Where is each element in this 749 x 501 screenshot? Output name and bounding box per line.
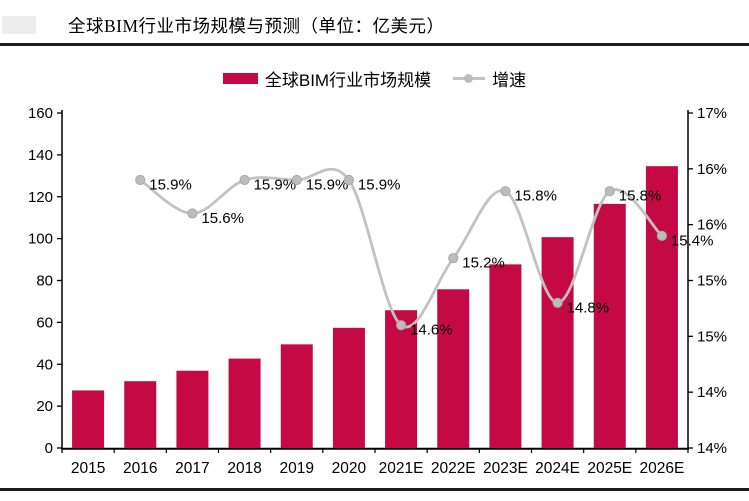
x-axis-category-label: 2017 bbox=[175, 460, 209, 477]
left-axis-tick-label: 120 bbox=[28, 189, 53, 206]
title-divider bbox=[0, 43, 749, 46]
growth-marker-2021E bbox=[395, 320, 407, 331]
x-axis-category-label: 2019 bbox=[280, 460, 314, 477]
x-axis-category-label: 2015 bbox=[71, 460, 105, 477]
bar-2023E bbox=[489, 264, 522, 448]
chart-legend: 全球BIM行业市场规模 增速 bbox=[0, 66, 749, 91]
growth-marker-2026E bbox=[656, 230, 668, 241]
bar-2024E bbox=[541, 237, 574, 448]
x-axis-category-label: 2016 bbox=[123, 460, 157, 477]
logo-fragment bbox=[2, 16, 36, 34]
legend-label-market-size: 全球BIM行业市场规模 bbox=[264, 71, 432, 90]
bar-2021E bbox=[385, 310, 418, 448]
growth-value-label: 15.6% bbox=[201, 210, 244, 227]
x-axis-category-label: 2023E bbox=[483, 460, 528, 477]
bar-2026E bbox=[645, 166, 678, 448]
x-axis-category-label: 2022E bbox=[431, 460, 476, 477]
growth-value-label: 14.6% bbox=[410, 322, 453, 339]
growth-marker-2024E bbox=[552, 297, 563, 308]
left-axis-tick-label: 40 bbox=[36, 356, 53, 373]
right-axis-tick-label: 14% bbox=[697, 440, 727, 457]
right-axis-tick-label: 16% bbox=[697, 217, 727, 234]
bar-2020 bbox=[332, 327, 365, 448]
legend-item-growth: 增速 bbox=[453, 66, 526, 91]
bar-2017 bbox=[176, 370, 209, 448]
x-axis-category-label: 2026E bbox=[640, 460, 685, 477]
x-axis-category-label: 2025E bbox=[587, 460, 632, 477]
growth-marker-2018 bbox=[239, 174, 250, 186]
bar-2016 bbox=[124, 381, 157, 448]
bar-2018 bbox=[228, 358, 261, 448]
growth-marker-2022E bbox=[448, 253, 459, 264]
left-axis-tick-label: 0 bbox=[45, 440, 53, 457]
growth-marker-2025E bbox=[604, 186, 615, 197]
right-axis-tick-label: 15% bbox=[697, 328, 727, 345]
x-axis-category-label: 2018 bbox=[227, 460, 261, 477]
growth-marker-2023E bbox=[500, 186, 511, 197]
x-axis-category-label: 2021E bbox=[379, 460, 424, 477]
bar-2019 bbox=[280, 344, 313, 448]
left-axis-tick-label: 140 bbox=[28, 147, 53, 164]
left-axis-tick-label: 160 bbox=[28, 105, 53, 122]
growth-marker-2016 bbox=[135, 174, 146, 186]
bar-2015 bbox=[72, 390, 105, 448]
chart-title: 全球BIM行业市场规模与预测（单位：亿美元） bbox=[68, 16, 445, 36]
right-axis-tick-label: 16% bbox=[697, 161, 727, 178]
bottom-divider bbox=[0, 488, 749, 491]
left-axis-tick-label: 20 bbox=[36, 398, 53, 415]
bar-2022E bbox=[437, 289, 470, 448]
growth-value-label: 15.9% bbox=[254, 177, 297, 194]
x-axis-category-label: 2020 bbox=[332, 460, 367, 477]
left-axis-tick-label: 60 bbox=[36, 314, 53, 331]
growth-value-label: 15.8% bbox=[619, 188, 662, 205]
growth-value-label: 15.9% bbox=[149, 177, 192, 194]
line-marker-dot-icon bbox=[464, 73, 474, 83]
right-axis-tick-label: 17% bbox=[697, 105, 727, 122]
legend-label-growth: 增速 bbox=[492, 71, 527, 90]
growth-value-label: 15.4% bbox=[671, 232, 714, 249]
left-axis-tick-label: 80 bbox=[36, 273, 53, 290]
growth-value-label: 15.9% bbox=[306, 177, 349, 194]
right-axis-tick-label: 15% bbox=[697, 273, 727, 290]
growth-value-label: 15.2% bbox=[462, 255, 505, 272]
growth-marker-2019 bbox=[291, 174, 302, 186]
line-series-swatch bbox=[453, 73, 486, 83]
left-axis-tick-label: 100 bbox=[28, 231, 53, 248]
bar-series-swatch bbox=[222, 73, 258, 84]
growth-value-label: 15.9% bbox=[358, 177, 401, 194]
right-axis-tick-label: 14% bbox=[697, 384, 727, 401]
growth-value-label: 14.8% bbox=[567, 299, 610, 316]
growth-value-label: 15.8% bbox=[514, 188, 557, 205]
growth-marker-2020 bbox=[343, 174, 355, 186]
legend-item-market-size: 全球BIM行业市场规模 bbox=[222, 66, 432, 91]
bar-2025E bbox=[593, 203, 626, 448]
growth-marker-2017 bbox=[187, 208, 198, 219]
x-axis-category-label: 2024E bbox=[535, 460, 580, 477]
